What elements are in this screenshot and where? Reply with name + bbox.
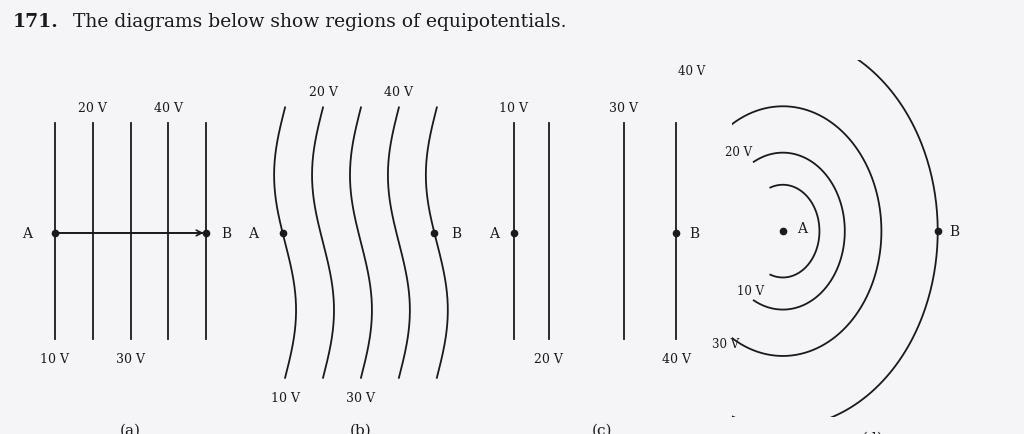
Text: (a): (a) [120, 423, 141, 434]
Text: 20 V: 20 V [535, 352, 563, 365]
Text: A: A [22, 227, 32, 240]
Text: 30 V: 30 V [609, 102, 638, 115]
Text: 30 V: 30 V [712, 338, 738, 351]
Text: 40 V: 40 V [384, 85, 414, 99]
Text: 10 V: 10 V [737, 284, 765, 297]
Text: (b): (b) [350, 423, 372, 434]
Text: 30 V: 30 V [346, 391, 376, 404]
Text: B: B [221, 227, 231, 240]
Text: 20 V: 20 V [78, 102, 108, 115]
Text: B: B [452, 227, 462, 240]
Text: (c): (c) [591, 423, 612, 434]
Text: A: A [248, 227, 258, 240]
Text: 30 V: 30 V [116, 352, 145, 365]
Text: 20 V: 20 V [725, 146, 752, 159]
Text: The diagrams below show regions of equipotentials.: The diagrams below show regions of equip… [61, 13, 567, 31]
Text: B: B [949, 225, 959, 239]
Text: A: A [488, 227, 499, 240]
Text: (d): (d) [862, 431, 884, 434]
Text: 10 V: 10 V [40, 352, 70, 365]
Text: 171.: 171. [12, 13, 58, 31]
Text: 10 V: 10 V [499, 102, 528, 115]
Text: 40 V: 40 V [662, 352, 691, 365]
Text: B: B [689, 227, 699, 240]
Text: 40 V: 40 V [678, 65, 706, 78]
Text: 40 V: 40 V [154, 102, 183, 115]
Text: 10 V: 10 V [270, 391, 300, 404]
Text: A: A [797, 221, 807, 235]
Text: 20 V: 20 V [308, 85, 338, 99]
